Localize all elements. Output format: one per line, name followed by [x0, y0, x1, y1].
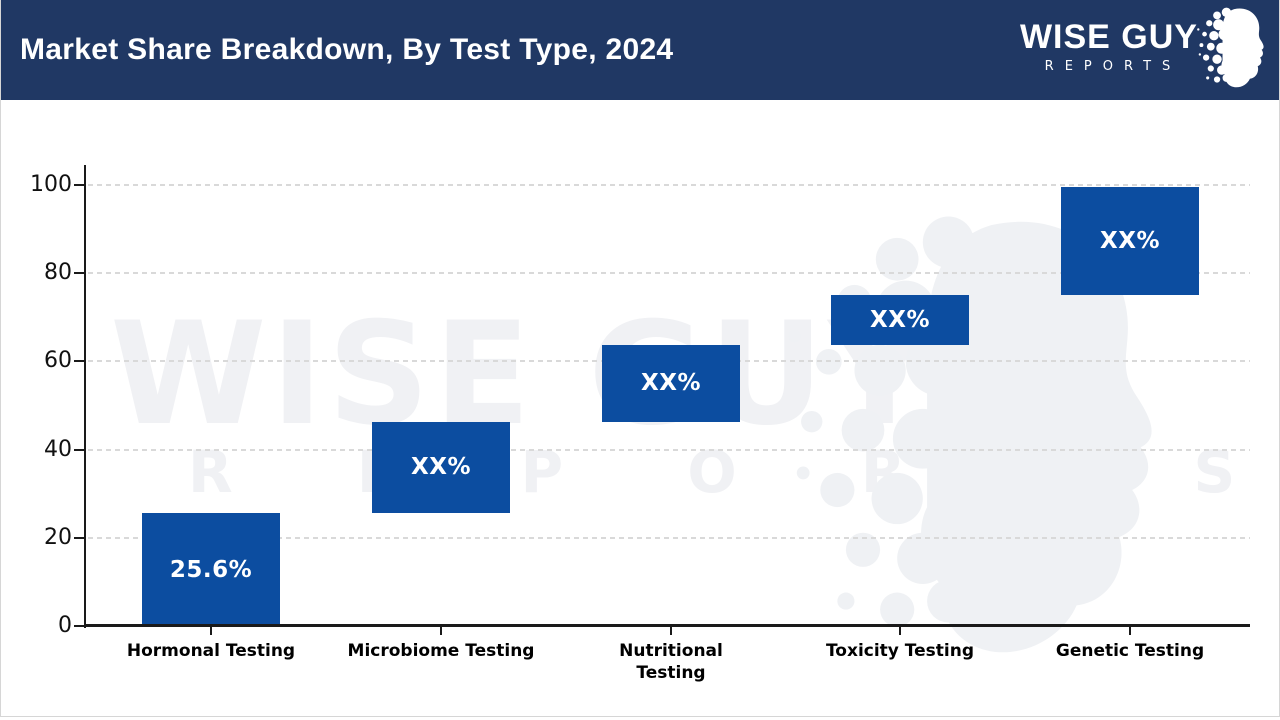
bar-value-label: XX%: [869, 306, 930, 333]
wise-guy-reports-logo: WISE GUY REPORTS: [1010, 0, 1270, 100]
y-tick-label-100: 100: [30, 172, 72, 197]
page-title: Market Share Breakdown, By Test Type, 20…: [20, 33, 674, 66]
bar-toxicity-testing: XX%: [831, 294, 969, 346]
logo-text: WISE GUY REPORTS: [1019, 18, 1198, 74]
logo-wise-guy-label: WISE GUY: [1019, 18, 1198, 56]
x-tick-label-microbiome-testing: Microbiome Testing: [347, 641, 535, 661]
y-tick-label-0: 0: [58, 613, 72, 638]
x-axis: [84, 624, 1250, 627]
header-bar: Market Share Breakdown, By Test Type, 20…: [0, 0, 1280, 100]
x-tick-mark-toxicity-testing: [899, 627, 901, 635]
gridline-100: [88, 184, 1250, 186]
x-tick-mark-microbiome-testing: [440, 627, 442, 635]
gridline-80: [88, 272, 1250, 275]
y-tick-mark-100: [74, 184, 84, 186]
y-tick-mark-60: [74, 360, 84, 363]
y-tick-mark-40: [74, 448, 84, 451]
y-tick-label-40: 40: [44, 436, 72, 462]
x-tick-mark-nutritional-testing: [670, 627, 672, 635]
y-tick-mark-0: [74, 625, 84, 627]
gridline-40: [88, 448, 1250, 451]
y-tick-mark-80: [74, 272, 84, 275]
logo-reports-label: REPORTS: [1044, 58, 1182, 74]
bar-genetic-testing: XX%: [1061, 186, 1199, 295]
gridline-20: [88, 536, 1250, 539]
y-tick-label-20: 20: [44, 524, 72, 550]
bar-value-label: XX%: [410, 454, 471, 481]
y-tick-label-80: 80: [44, 260, 72, 286]
y-axis: [84, 164, 86, 628]
y-tick-label-60: 60: [44, 348, 72, 374]
bar-nutritional-testing: XX%: [602, 345, 740, 422]
bar-value-label: 25.6%: [169, 556, 253, 583]
x-tick-label-toxicity-testing: Toxicity Testing: [825, 641, 975, 661]
bar-hormonal-testing: 25.6%: [142, 513, 280, 626]
bar-value-label: XX%: [640, 370, 701, 397]
watermark-wise-guy: WISE GUY: [110, 292, 935, 457]
bar-microbiome-testing: XX%: [372, 421, 510, 514]
bar-value-label: XX%: [1099, 227, 1160, 254]
x-tick-label-hormonal-testing: Hormonal Testing: [126, 641, 296, 661]
x-tick-label-nutritional-testing: Nutritional Testing: [619, 641, 723, 684]
x-tick-mark-genetic-testing: [1129, 627, 1131, 635]
y-tick-mark-20: [74, 536, 84, 539]
x-tick-mark-hormonal-testing: [210, 627, 212, 635]
logo-head-profile-icon: [1197, 7, 1264, 88]
x-tick-label-genetic-testing: Genetic Testing: [1055, 641, 1205, 661]
